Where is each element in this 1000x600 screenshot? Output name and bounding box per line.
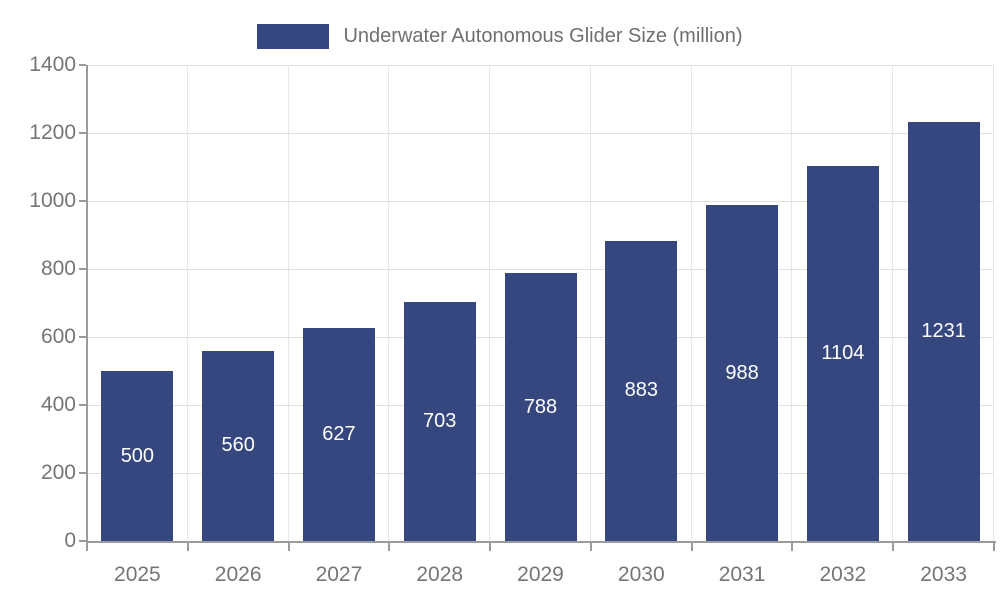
gridline-vertical <box>993 65 994 541</box>
bar-value-label: 1231 <box>921 320 966 343</box>
y-axis-line <box>86 65 88 543</box>
gridline-vertical <box>589 65 591 541</box>
gridline-vertical <box>388 65 390 541</box>
bar-2028: 703 <box>403 301 476 541</box>
y-tick <box>79 64 86 66</box>
y-tick-label: 600 <box>40 325 76 348</box>
y-tick <box>79 200 86 202</box>
bar-2033: 1231 <box>907 122 980 541</box>
bar-value-label: 703 <box>423 409 457 432</box>
y-tick <box>79 540 86 542</box>
gridline-vertical <box>489 65 491 541</box>
y-tick <box>79 336 86 338</box>
x-tick-label: 2031 <box>718 563 766 586</box>
y-tick-label: 1400 <box>29 53 76 76</box>
gridline-vertical <box>287 65 289 541</box>
bar-value-label: 883 <box>624 379 658 402</box>
x-tick <box>690 543 693 551</box>
bar-value-label: 988 <box>725 361 759 384</box>
x-tick-label: 2028 <box>416 563 464 586</box>
plot-area: 500 560 627 703 788 883 988 1104 1231 <box>87 65 994 541</box>
bar-value-label: 788 <box>523 395 558 418</box>
y-tick <box>79 132 86 134</box>
gridline-horizontal <box>87 133 994 134</box>
gridline-vertical <box>892 65 894 541</box>
x-tick-label: 2033 <box>920 563 967 586</box>
bar-value-label: 627 <box>322 422 356 445</box>
y-tick <box>79 404 86 406</box>
x-tick-label: 2029 <box>517 563 564 586</box>
bar-2031: 988 <box>706 205 779 541</box>
x-tick <box>892 543 895 551</box>
x-tick <box>86 543 88 551</box>
legend-swatch <box>257 23 330 49</box>
y-tick-label: 1200 <box>29 121 76 144</box>
y-tick-label: 200 <box>40 461 76 484</box>
gridline-vertical <box>690 65 692 541</box>
bar-value-label: 560 <box>221 434 255 457</box>
y-tick-label: 800 <box>40 257 76 280</box>
gridline-vertical <box>186 65 188 541</box>
legend-label: Underwater Autonomous Glider Size (milli… <box>343 24 743 47</box>
bar-2032: 1104 <box>806 165 879 541</box>
bar-2029: 788 <box>504 273 577 541</box>
x-tick-label: 2026 <box>214 563 262 586</box>
x-tick-label: 2027 <box>315 563 363 586</box>
y-tick <box>79 472 86 474</box>
gridline-horizontal <box>87 65 994 66</box>
x-tick <box>287 543 290 551</box>
bar-2026: 560 <box>202 350 275 541</box>
gridline-horizontal <box>87 201 994 202</box>
x-tick <box>388 543 391 551</box>
x-tick-label: 2030 <box>617 563 665 586</box>
bar-2027: 627 <box>302 327 375 541</box>
x-tick <box>791 543 794 551</box>
bar-value-label: 1104 <box>821 341 865 364</box>
x-tick <box>589 543 592 551</box>
y-tick-label: 0 <box>64 529 76 552</box>
gridline-horizontal <box>87 269 994 270</box>
x-tick-label: 2025 <box>114 563 161 586</box>
gridline-vertical <box>791 65 793 541</box>
x-tick <box>186 543 189 551</box>
bar-2025: 500 <box>101 371 174 541</box>
y-tick-label: 1000 <box>29 189 76 212</box>
x-tick <box>993 543 995 551</box>
x-axis-line <box>86 541 996 543</box>
bar-value-label: 500 <box>120 444 155 467</box>
y-tick <box>79 268 86 270</box>
bar-2030: 883 <box>605 240 678 541</box>
x-tick <box>489 543 492 551</box>
legend[interactable]: Underwater Autonomous Glider Size (milli… <box>0 20 1000 52</box>
y-tick-label: 400 <box>40 393 76 416</box>
x-tick-label: 2032 <box>819 563 867 586</box>
